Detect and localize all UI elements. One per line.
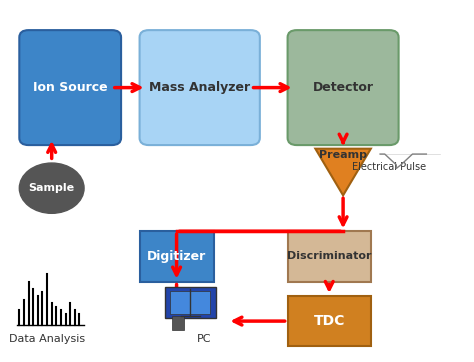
Text: Preamp: Preamp [319,150,367,160]
FancyBboxPatch shape [288,231,371,282]
FancyBboxPatch shape [139,30,260,145]
Text: Ion Source: Ion Source [33,81,108,94]
Polygon shape [315,149,371,195]
FancyBboxPatch shape [172,316,183,330]
Circle shape [19,163,84,213]
Text: Electrical Pulse: Electrical Pulse [352,161,427,172]
Text: Discriminator: Discriminator [287,252,372,261]
FancyBboxPatch shape [19,30,121,145]
FancyBboxPatch shape [139,231,214,282]
FancyBboxPatch shape [288,30,399,145]
Text: Digitizer: Digitizer [147,250,206,263]
FancyBboxPatch shape [165,287,216,317]
Text: Mass Analyzer: Mass Analyzer [149,81,250,94]
Text: Sample: Sample [28,183,75,193]
Text: PC: PC [197,334,211,344]
Text: TDC: TDC [313,314,345,328]
Text: Detector: Detector [312,81,374,94]
FancyBboxPatch shape [170,291,210,314]
FancyBboxPatch shape [288,296,371,346]
Text: Data Analysis: Data Analysis [9,334,85,344]
